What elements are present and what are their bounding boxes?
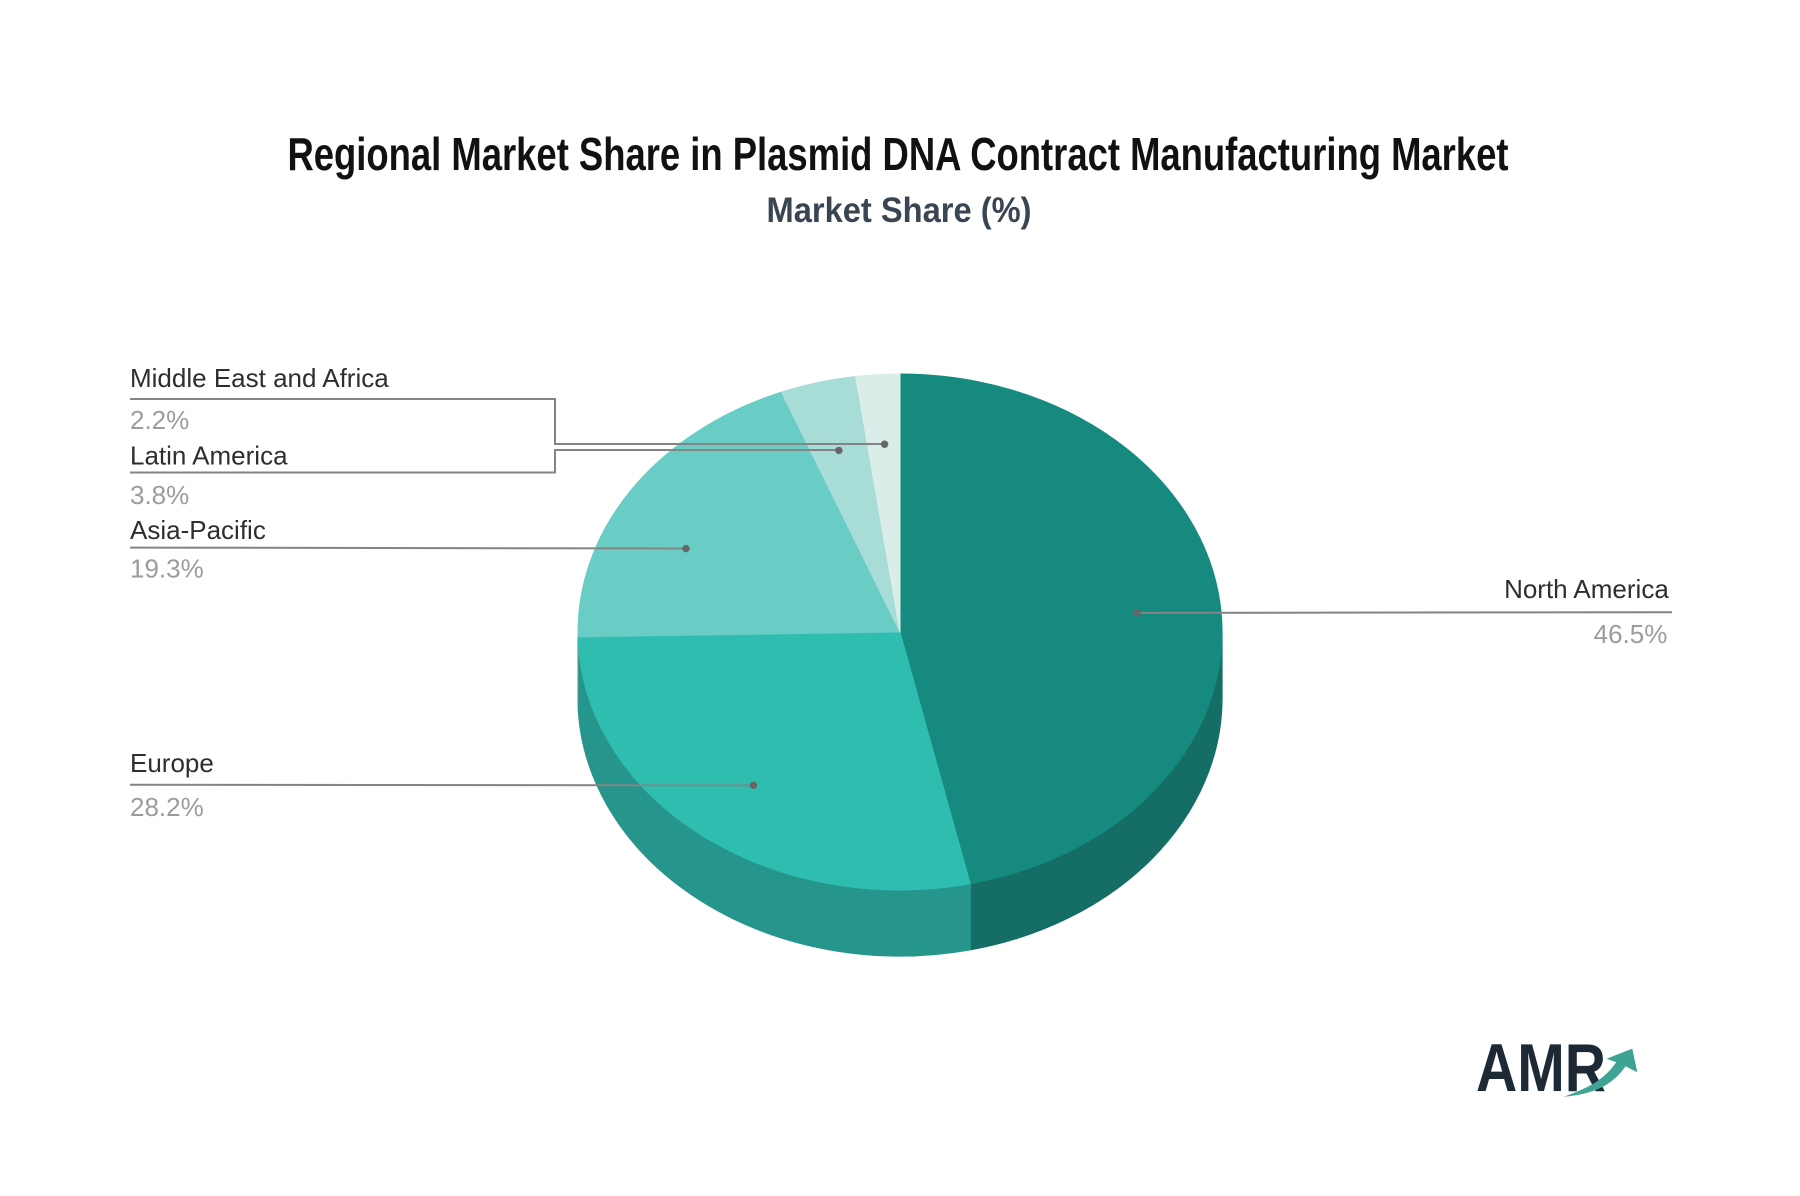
svg-text:Market Share (%): Market Share (%) [767,191,1032,230]
svg-text:North America: North America [1504,574,1669,604]
svg-text:Latin America: Latin America [130,440,288,470]
svg-text:19.3%: 19.3% [130,553,204,583]
svg-text:46.5%: 46.5% [1594,619,1668,649]
svg-text:28.2%: 28.2% [130,792,204,822]
svg-text:2.2%: 2.2% [130,405,189,435]
svg-text:Middle East and Africa: Middle East and Africa [130,363,389,393]
svg-text:Asia-Pacific: Asia-Pacific [130,515,266,545]
svg-text:AMR: AMR [1476,1030,1606,1106]
svg-text:3.8%: 3.8% [130,480,189,510]
svg-text:Europe: Europe [130,748,214,778]
svg-text:Regional Market Share in Plasm: Regional Market Share in Plasmid DNA Con… [288,128,1509,180]
